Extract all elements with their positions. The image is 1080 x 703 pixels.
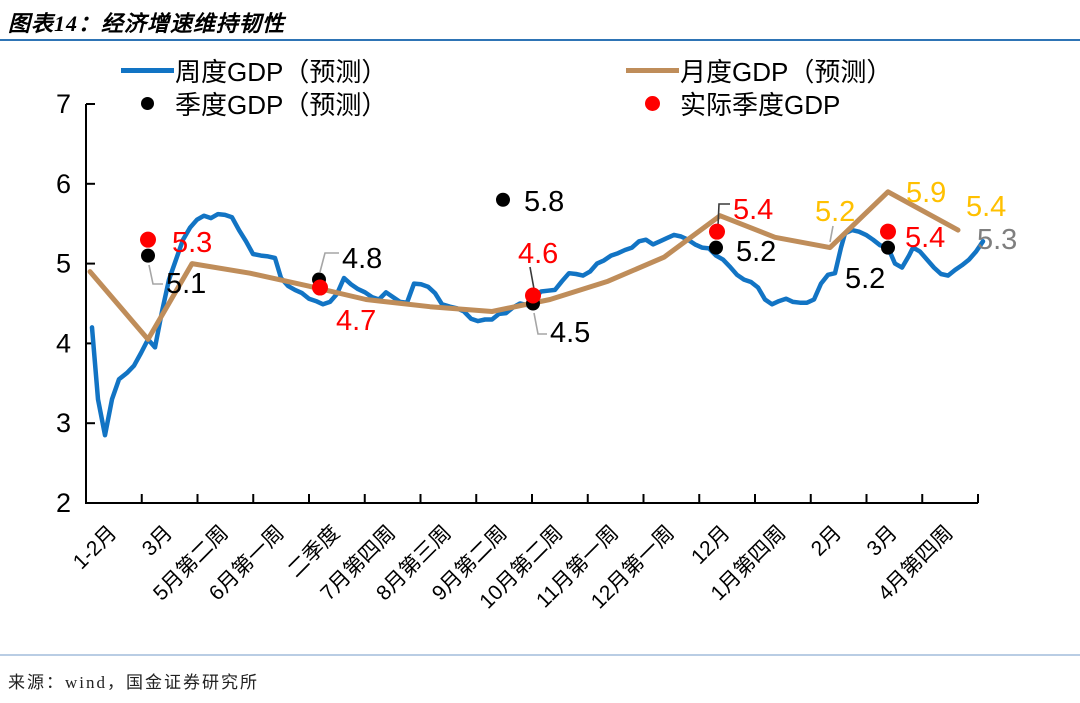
legend-item: 周度GDP（预测） <box>120 54 388 87</box>
leader-line <box>829 225 834 243</box>
data-label: 4.7 <box>336 305 376 337</box>
legend-item: 月度GDP（预测） <box>625 54 893 87</box>
actual-quarter-gdp-dot <box>525 287 541 304</box>
line-swatch-icon <box>626 67 679 73</box>
legend-line-swatch <box>120 67 175 73</box>
y-tick-label: 2 <box>56 488 71 518</box>
leader-line <box>533 312 547 335</box>
leader-line <box>148 264 163 285</box>
chart-title: 图表14：经济增速维持韧性 <box>8 11 286 36</box>
data-label: 5.2 <box>736 236 776 268</box>
x-tick-label: 2月 <box>807 521 846 560</box>
legend-label: 周度GDP（预测） <box>175 56 388 87</box>
leader-line <box>717 203 730 227</box>
forecast-quarter-gdp-dot <box>141 248 155 263</box>
series-weekly-gdp <box>89 211 986 438</box>
x-tick-label: 3月 <box>863 521 902 560</box>
y-tick-label: 3 <box>56 408 71 438</box>
actual-quarter-gdp-dot <box>880 223 896 240</box>
data-label: 5.9 <box>906 177 946 209</box>
data-label: 4.8 <box>342 243 382 275</box>
data-label: 5.1 <box>166 268 206 300</box>
data-label: 4.5 <box>550 317 590 349</box>
data-label: 5.2 <box>845 263 885 295</box>
source-note: 来源：wind，国金证券研究所 <box>8 673 259 692</box>
y-tick-label: 5 <box>56 249 71 279</box>
dot-swatch-icon <box>645 95 660 111</box>
axes <box>85 103 979 504</box>
data-label: 4.6 <box>518 238 558 270</box>
actual-quarter-gdp-dot <box>709 223 725 240</box>
y-tick-label: 6 <box>56 169 71 199</box>
annotation-leader-lines <box>148 203 834 335</box>
legend-label: 季度GDP（预测） <box>175 89 388 120</box>
forecast-quarter-gdp-dot <box>709 240 723 255</box>
y-tick-label: 7 <box>56 89 71 119</box>
line-series <box>87 189 986 438</box>
actual-quarter-gdp-dot <box>140 231 156 248</box>
x-tick-label: 12月 <box>687 521 735 569</box>
y-tick-label: 4 <box>56 328 71 358</box>
series-monthly-gdp <box>87 189 961 342</box>
data-label: 5.8 <box>524 186 564 218</box>
data-label: 5.2 <box>815 196 855 228</box>
legend-item: 实际季度GDP <box>625 87 841 120</box>
data-label: 5.4 <box>966 191 1006 223</box>
data-label: 5.3 <box>977 224 1017 256</box>
gdp-line-chart: 1-2月 3月5月第二周6月第一周二季度7月第四周8月第三周9月第二周10月第二周… <box>56 89 1017 613</box>
data-label: 5.3 <box>172 227 212 259</box>
x-tick-label: 3月 <box>138 521 177 560</box>
y-axis-labels: 7 6 5 4 3 2 <box>56 89 71 518</box>
dot-swatch-icon <box>141 96 154 110</box>
leader-line <box>529 266 535 290</box>
legend-dot-swatch <box>120 96 175 110</box>
legend-label: 月度GDP（预测） <box>680 56 893 87</box>
forecast-quarter-gdp-dot <box>881 240 895 255</box>
footer-divider <box>0 654 1080 656</box>
legend-label: 实际季度GDP <box>680 89 841 120</box>
title-divider <box>0 39 1080 41</box>
data-labels: 5.3 5.1 4.8 4.7 5.8 4.6 4.5 5.4 5.2 5.2 5.9 5.4 5.2 5… <box>166 177 1017 349</box>
leader-line <box>319 252 339 273</box>
legend-item: 季度GDP（预测） <box>120 87 388 120</box>
data-label: 5.4 <box>733 194 773 226</box>
legend-dot-swatch <box>625 95 680 111</box>
data-label: 5.4 <box>905 222 945 254</box>
x-axis-labels: 1-2月 3月5月第二周6月第一周二季度7月第四周8月第三周9月第二周10月第二周… <box>69 521 958 613</box>
line-swatch-icon <box>121 67 174 73</box>
actual-quarter-gdp-dot <box>312 279 328 296</box>
forecast-quarter-gdp-dot <box>496 192 510 207</box>
x-tick-label: 1-2月 <box>69 521 122 574</box>
legend-line-swatch <box>625 67 680 73</box>
scatter-series <box>140 192 896 311</box>
